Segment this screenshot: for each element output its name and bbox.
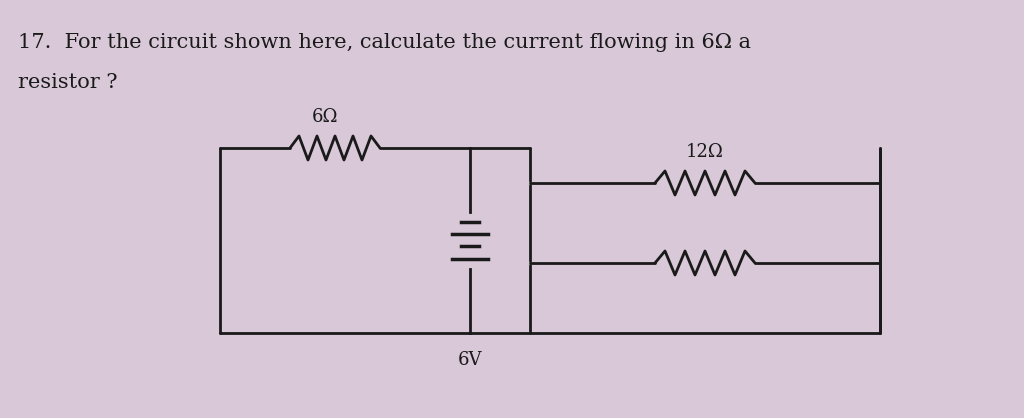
Text: 6Ω: 6Ω xyxy=(311,108,338,126)
Text: 17.  For the circuit shown here, calculate the current flowing in 6Ω a: 17. For the circuit shown here, calculat… xyxy=(18,33,751,52)
Text: resistor ?: resistor ? xyxy=(18,73,118,92)
Text: 6V: 6V xyxy=(458,351,482,369)
Text: 12Ω: 12Ω xyxy=(686,143,724,161)
